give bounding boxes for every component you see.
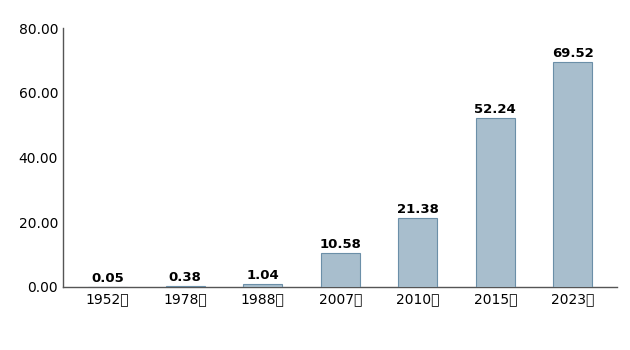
Text: 21.38: 21.38 (397, 203, 438, 216)
Text: 1.04: 1.04 (246, 269, 279, 282)
Text: 0.05: 0.05 (91, 272, 124, 285)
Bar (166, 286, 205, 287)
Text: 69.52: 69.52 (552, 47, 593, 60)
Bar (321, 253, 360, 287)
Bar (243, 284, 282, 287)
Text: 52.24: 52.24 (474, 103, 516, 116)
Bar (553, 62, 592, 287)
Bar (398, 218, 437, 287)
Text: 10.58: 10.58 (319, 238, 361, 251)
Bar (476, 118, 515, 287)
Text: 0.38: 0.38 (169, 271, 202, 284)
